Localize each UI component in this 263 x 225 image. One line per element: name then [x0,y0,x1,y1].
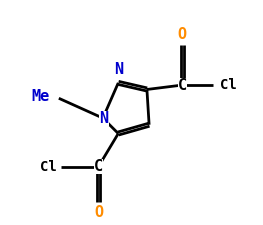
Text: Cl: Cl [40,160,57,173]
Text: C: C [94,159,103,174]
Text: N: N [99,111,109,126]
Text: C: C [178,78,187,92]
Text: N: N [114,62,123,77]
Text: Cl: Cl [220,78,236,92]
Text: Me: Me [32,89,50,104]
Text: O: O [94,205,103,220]
Text: O: O [178,27,187,42]
